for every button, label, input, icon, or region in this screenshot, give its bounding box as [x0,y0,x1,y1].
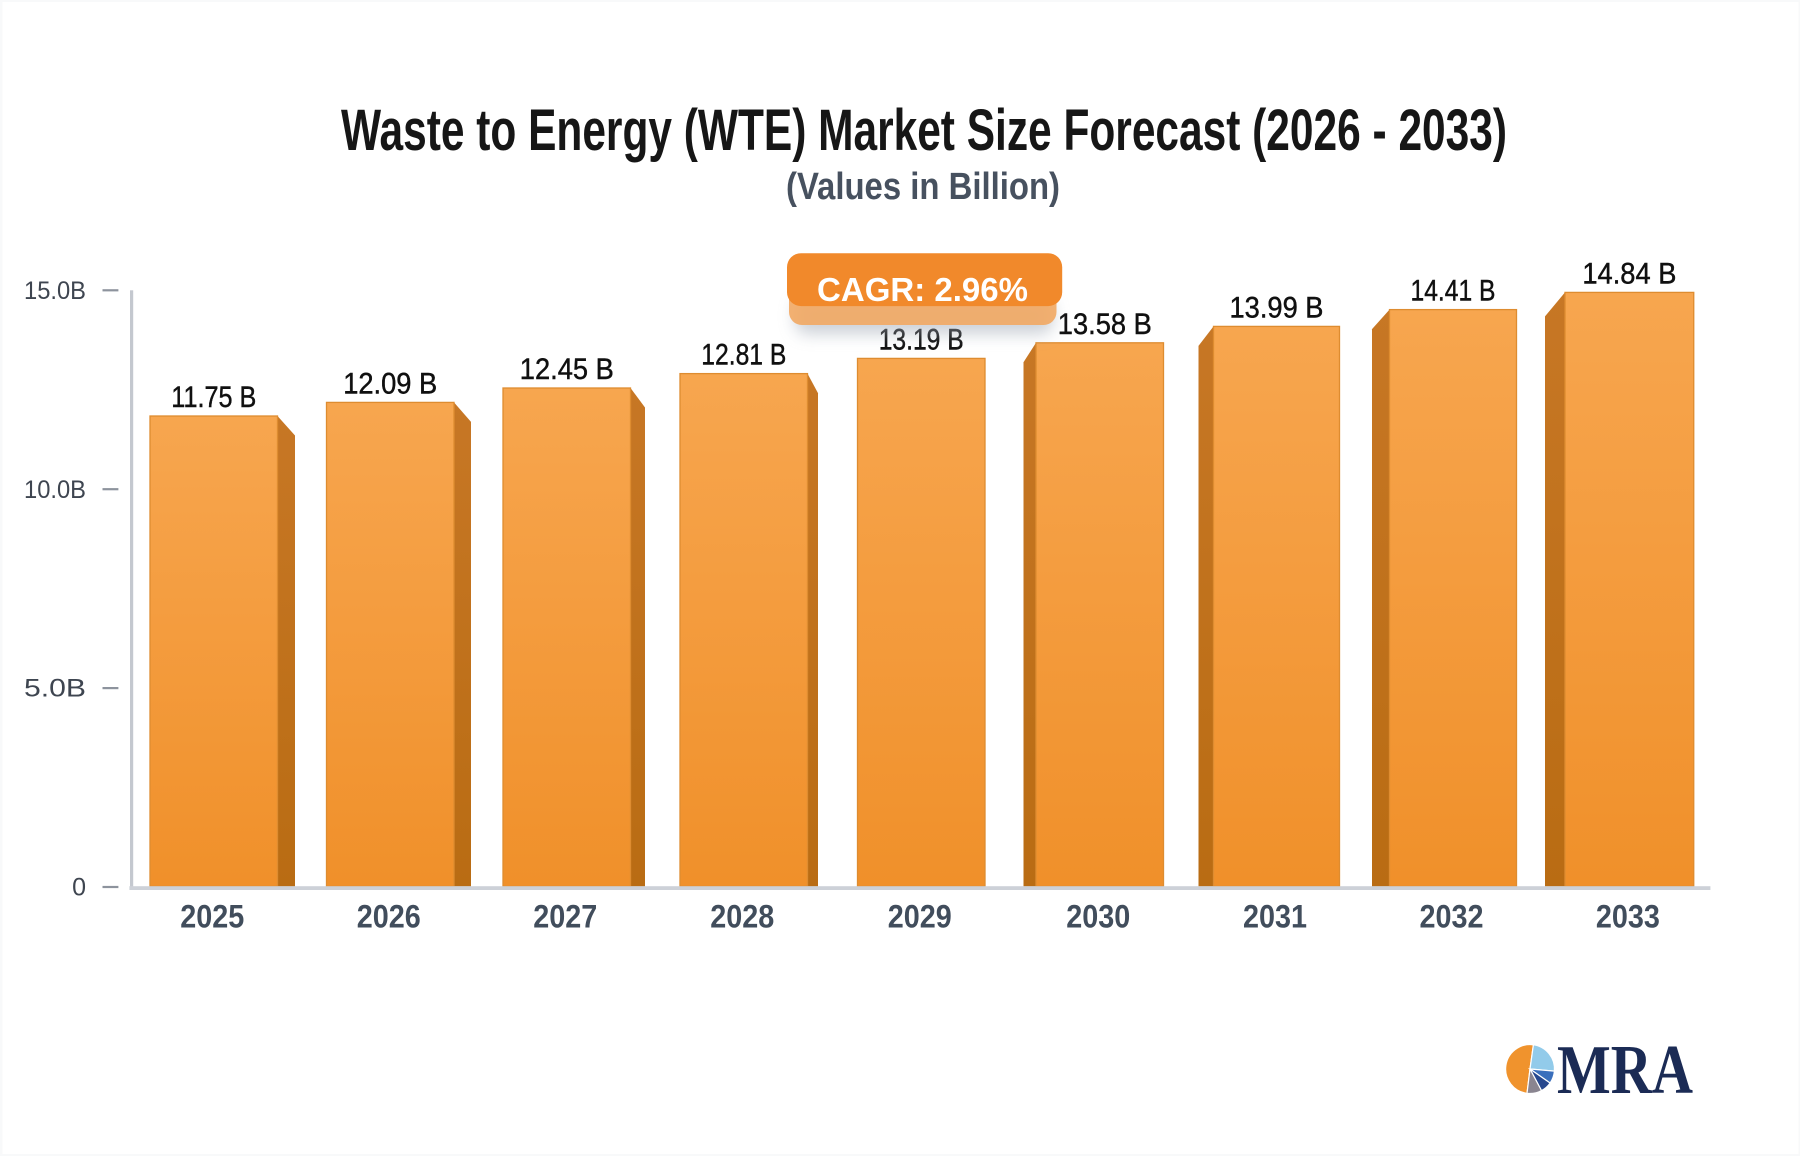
svg-text:13.99 B: 13.99 B [1230,291,1324,324]
svg-text:2029: 2029 [888,899,952,935]
svg-text:2032: 2032 [1420,899,1484,935]
svg-text:11.75 B: 11.75 B [171,381,256,414]
svg-text:12.09 B: 12.09 B [343,367,437,400]
svg-text:2033: 2033 [1596,899,1660,935]
svg-text:15.0B: 15.0B [24,277,86,305]
svg-text:2026: 2026 [357,899,421,935]
svg-text:(Values in Billion): (Values in Billion) [786,166,1060,208]
svg-text:14.84 B: 14.84 B [1582,257,1676,290]
svg-text:Waste to Energy (WTE) Market S: Waste to Energy (WTE) Market Size Foreca… [341,98,1507,163]
svg-text:13.58 B: 13.58 B [1058,308,1152,341]
svg-text:CAGR: 2.96%: CAGR: 2.96% [817,271,1028,308]
svg-text:5.0B: 5.0B [24,675,86,703]
svg-text:2031: 2031 [1243,899,1307,935]
svg-text:2027: 2027 [533,899,597,935]
svg-text:14.41 B: 14.41 B [1411,275,1496,308]
svg-text:12.81 B: 12.81 B [701,339,786,372]
svg-text:2028: 2028 [710,899,774,935]
svg-text:MRA: MRA [1557,1032,1693,1109]
svg-text:10.0B: 10.0B [24,476,86,504]
svg-text:12.45 B: 12.45 B [520,353,614,386]
svg-text:2030: 2030 [1066,899,1130,935]
svg-text:0: 0 [72,874,86,902]
svg-text:2025: 2025 [180,899,244,935]
